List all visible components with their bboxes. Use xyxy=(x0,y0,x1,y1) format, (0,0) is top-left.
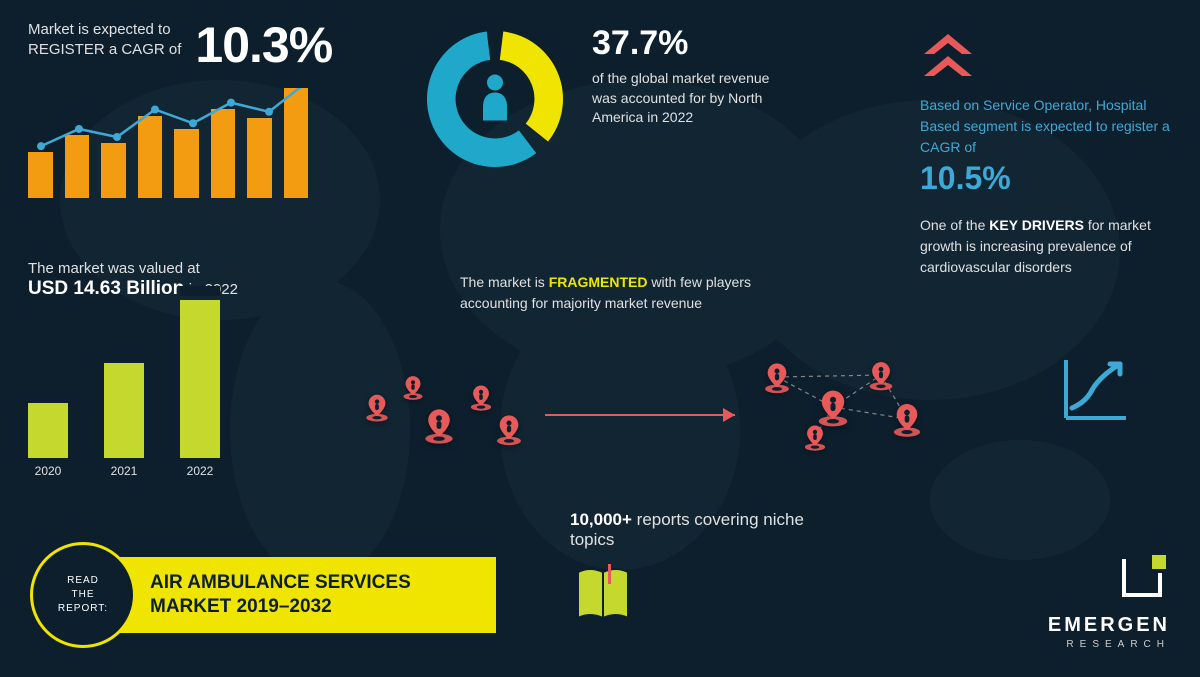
cagr-value: 10.3% xyxy=(195,16,332,74)
pin-cluster-scattered xyxy=(360,360,540,470)
map-pin-icon xyxy=(399,373,426,400)
consolidation-arrow-icon xyxy=(545,400,755,430)
map-pin-icon xyxy=(888,400,925,437)
reports-count-block: 10,000+ reports covering niche topics xyxy=(570,510,830,631)
cagr-block: Market is expected to REGISTER a CAGR of… xyxy=(28,16,368,198)
donut-center-icon xyxy=(478,73,512,126)
pin-cluster-networked xyxy=(760,350,940,470)
chevron-up-icon xyxy=(920,34,976,84)
report-title-banner: AIR AMBULANCE SERVICES MARKET 2019–2032 xyxy=(116,557,496,633)
map-pin-icon xyxy=(492,412,526,446)
valuation-text: The market was valued at USD 14.63 Billi… xyxy=(28,260,318,300)
fragment-text: The market is FRAGMENTED with few player… xyxy=(460,272,780,314)
cagr-combo-chart xyxy=(28,88,308,198)
north-america-block: 37.7% of the global market revenue was a… xyxy=(420,24,820,174)
map-pin-icon xyxy=(865,359,897,391)
valuation-bar-chart: 202020212022 xyxy=(28,318,318,478)
read-report-block[interactable]: READ THE REPORT: AIR AMBULANCE SERVICES … xyxy=(30,542,496,648)
cagr-label: Market is expected to REGISTER a CAGR of xyxy=(28,20,181,59)
read-report-badge: READ THE REPORT: xyxy=(30,542,136,648)
map-pin-icon xyxy=(467,383,496,412)
growth-chart-icon xyxy=(1060,352,1132,429)
valuation-block: The market was valued at USD 14.63 Billi… xyxy=(28,260,318,478)
hospital-value: 10.5% xyxy=(920,160,1170,197)
map-pin-icon xyxy=(801,423,830,452)
donut-chart xyxy=(420,24,570,174)
map-pin-icon xyxy=(419,405,458,444)
map-pin-icon xyxy=(760,360,794,394)
map-pin-icon xyxy=(362,392,393,423)
hospital-lead: Based on Service Operator, Hospital Base… xyxy=(920,95,1170,158)
book-icon xyxy=(570,560,636,626)
na-percent: 37.7% xyxy=(592,24,782,63)
emergen-logo: EMERGEN RESEARCH xyxy=(1048,549,1170,650)
hospital-cagr-block: Based on Service Operator, Hospital Base… xyxy=(920,34,1170,278)
key-driver-text: One of the KEY DRIVERS for market growth… xyxy=(920,215,1170,278)
na-description: of the global market revenue was account… xyxy=(592,69,782,128)
map-pin-icon xyxy=(813,387,854,428)
